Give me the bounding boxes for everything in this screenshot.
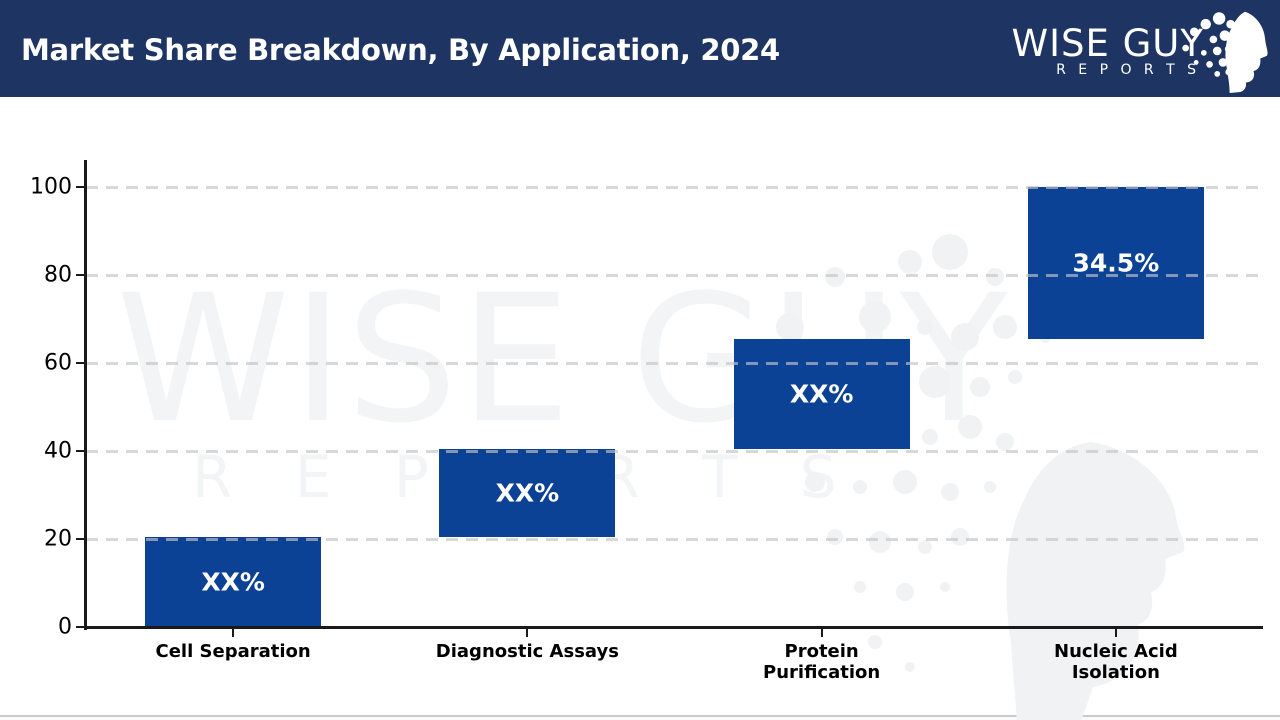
- y-tick-60: [76, 361, 84, 364]
- header: Market Share Breakdown, By Application, …: [0, 0, 1280, 97]
- bottom-border: [0, 715, 1280, 720]
- y-tick-80: [76, 273, 84, 276]
- y-tick-label-0: 0: [58, 614, 72, 640]
- bar-value-label: XX%: [495, 478, 560, 508]
- x-category-label: Nucleic Acid Isolation: [1054, 641, 1178, 683]
- x-axis-line: [84, 626, 1263, 629]
- x-category-label: Cell Separation: [155, 641, 311, 662]
- y-tick-100: [76, 185, 84, 188]
- bar-value-label: XX%: [201, 567, 265, 597]
- bar-value-label: 34.5%: [1072, 248, 1160, 278]
- bar-value-label: XX%: [789, 379, 854, 409]
- y-tick-20: [76, 537, 84, 540]
- x-category-label: Protein Purification: [763, 641, 881, 683]
- gridline-80: [86, 273, 1263, 277]
- brand-name: WISE GUY: [1011, 22, 1204, 65]
- y-axis-line: [84, 160, 87, 630]
- y-tick-label-40: 40: [44, 438, 72, 464]
- y-tick-0: [76, 626, 84, 628]
- bar-cell-separation: [145, 536, 322, 627]
- x-category-label: Diagnostic Assays: [435, 641, 619, 662]
- y-tick-label-20: 20: [44, 526, 72, 552]
- page-title: Market Share Breakdown, By Application, …: [21, 33, 780, 67]
- gridline-40: [86, 449, 1263, 453]
- y-tick-label-100: 100: [30, 174, 72, 200]
- x-tick-1: [526, 629, 529, 637]
- gridline-60: [86, 361, 1263, 365]
- gridline-20: [86, 537, 1263, 541]
- gridline-100: [86, 185, 1263, 189]
- brand-head-icon: [1182, 11, 1268, 94]
- y-tick-label-60: 60: [44, 350, 72, 376]
- bar-nucleic-acid-isolation: [1027, 186, 1204, 339]
- brand-subtitle: R E P O R T S: [1056, 62, 1200, 78]
- x-tick-3: [1114, 629, 1117, 637]
- x-tick-2: [820, 629, 823, 637]
- bar-diagnostic-assays: [439, 448, 616, 537]
- x-tick-0: [232, 629, 235, 637]
- y-tick-label-80: 80: [44, 262, 72, 288]
- y-tick-40: [76, 449, 84, 452]
- chart-area: WISE GUY R E P O R T S XX%XX%XX%34.: [0, 97, 1280, 720]
- brand-logo: WISE GUY R E P O R T S: [1012, 0, 1272, 97]
